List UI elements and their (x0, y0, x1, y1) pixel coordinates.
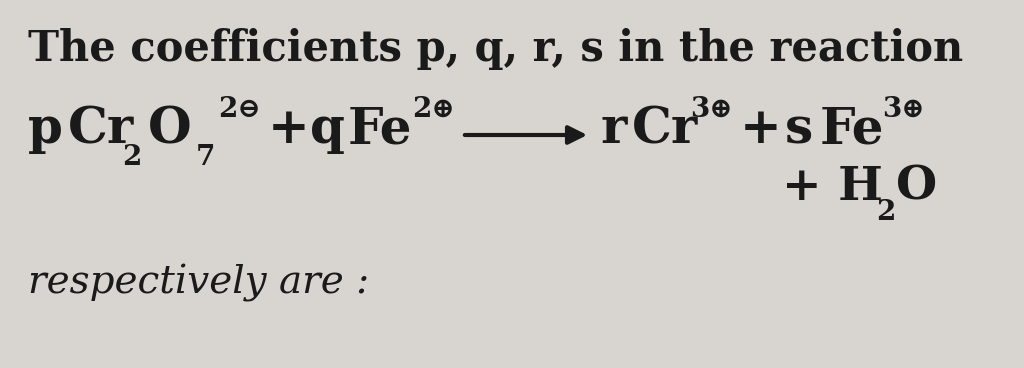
Text: + H: + H (782, 164, 883, 210)
Text: 2⊕: 2⊕ (412, 96, 455, 123)
Text: 7: 7 (196, 144, 215, 171)
Text: 3⊕: 3⊕ (882, 96, 925, 123)
Text: +: + (740, 105, 781, 154)
Text: Fe: Fe (820, 105, 885, 154)
Text: Cr: Cr (68, 105, 134, 154)
Text: O: O (148, 105, 191, 154)
Text: 2: 2 (876, 199, 895, 226)
Text: 2⊖: 2⊖ (218, 96, 261, 123)
Text: Cr: Cr (632, 105, 698, 154)
Text: The coefficients p, q, r, s in the reaction: The coefficients p, q, r, s in the react… (28, 28, 964, 70)
Text: r: r (600, 105, 627, 154)
Text: +: + (268, 105, 309, 154)
Text: O: O (896, 164, 937, 210)
Text: 3⊕: 3⊕ (690, 96, 732, 123)
Text: p: p (28, 105, 62, 154)
Text: q: q (310, 105, 345, 154)
Text: respectively are :: respectively are : (28, 263, 370, 301)
Text: s: s (785, 105, 813, 154)
Text: 2: 2 (122, 144, 141, 171)
Text: Fe: Fe (348, 105, 413, 154)
